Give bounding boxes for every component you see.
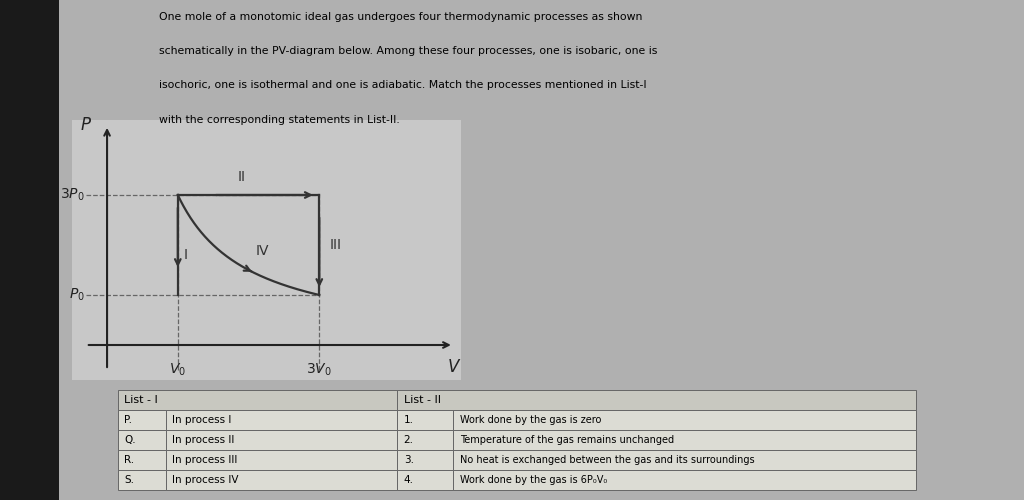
Text: $3V_0$: $3V_0$ bbox=[306, 362, 332, 378]
Text: I: I bbox=[183, 248, 187, 262]
Text: Q.: Q. bbox=[124, 435, 136, 445]
FancyBboxPatch shape bbox=[118, 470, 166, 490]
Text: Temperature of the gas remains unchanged: Temperature of the gas remains unchanged bbox=[460, 435, 674, 445]
FancyBboxPatch shape bbox=[166, 470, 397, 490]
Text: 2.: 2. bbox=[403, 435, 414, 445]
FancyBboxPatch shape bbox=[118, 390, 397, 410]
Text: List - II: List - II bbox=[403, 395, 440, 405]
Text: 1.: 1. bbox=[403, 415, 414, 425]
FancyBboxPatch shape bbox=[118, 450, 166, 470]
Text: List - I: List - I bbox=[124, 395, 158, 405]
Text: 3.: 3. bbox=[403, 455, 414, 465]
FancyBboxPatch shape bbox=[454, 470, 916, 490]
FancyBboxPatch shape bbox=[454, 430, 916, 450]
Text: One mole of a monotomic ideal gas undergoes four thermodynamic processes as show: One mole of a monotomic ideal gas underg… bbox=[159, 12, 642, 22]
FancyBboxPatch shape bbox=[118, 430, 166, 450]
Text: P.: P. bbox=[124, 415, 132, 425]
Text: In process IV: In process IV bbox=[172, 475, 239, 485]
FancyBboxPatch shape bbox=[166, 410, 397, 430]
Text: isochoric, one is isothermal and one is adiabatic. Match the processes mentioned: isochoric, one is isothermal and one is … bbox=[159, 80, 646, 90]
Text: S.: S. bbox=[124, 475, 134, 485]
FancyBboxPatch shape bbox=[397, 390, 916, 410]
FancyBboxPatch shape bbox=[454, 410, 916, 430]
Text: R.: R. bbox=[124, 455, 134, 465]
Text: Work done by the gas is zero: Work done by the gas is zero bbox=[460, 415, 601, 425]
Text: In process II: In process II bbox=[172, 435, 234, 445]
Text: $P_0$: $P_0$ bbox=[69, 287, 84, 303]
FancyBboxPatch shape bbox=[397, 410, 454, 430]
FancyBboxPatch shape bbox=[118, 410, 166, 430]
Text: III: III bbox=[330, 238, 342, 252]
Text: V: V bbox=[449, 358, 460, 376]
Text: P: P bbox=[81, 116, 91, 134]
Text: schematically in the PV-diagram below. Among these four processes, one is isobar: schematically in the PV-diagram below. A… bbox=[159, 46, 657, 56]
Text: 4.: 4. bbox=[403, 475, 414, 485]
FancyBboxPatch shape bbox=[166, 430, 397, 450]
Text: $3P_0$: $3P_0$ bbox=[59, 187, 84, 203]
FancyBboxPatch shape bbox=[397, 470, 454, 490]
Text: Work done by the gas is 6P₀V₀: Work done by the gas is 6P₀V₀ bbox=[460, 475, 607, 485]
FancyBboxPatch shape bbox=[454, 450, 916, 470]
Text: with the corresponding statements in List-II.: with the corresponding statements in Lis… bbox=[159, 114, 399, 124]
FancyBboxPatch shape bbox=[166, 450, 397, 470]
Text: In process III: In process III bbox=[172, 455, 238, 465]
Text: $V_0$: $V_0$ bbox=[169, 362, 186, 378]
Text: IV: IV bbox=[256, 244, 269, 258]
Text: II: II bbox=[238, 170, 246, 184]
FancyBboxPatch shape bbox=[397, 450, 454, 470]
FancyBboxPatch shape bbox=[397, 430, 454, 450]
Text: In process I: In process I bbox=[172, 415, 231, 425]
Text: No heat is exchanged between the gas and its surroundings: No heat is exchanged between the gas and… bbox=[460, 455, 755, 465]
